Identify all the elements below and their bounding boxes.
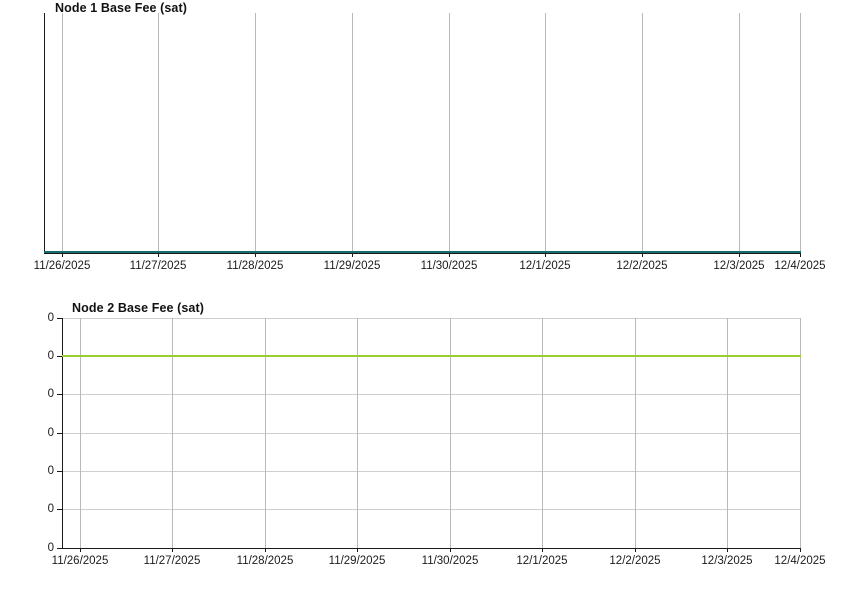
x-tick-label: 11/27/2025 — [143, 555, 201, 567]
x-tick-mark — [80, 548, 81, 552]
gridline-vertical — [635, 318, 636, 548]
chart-panel-node-1: Node 1 Base Fee (sat) — [0, 0, 860, 295]
x-tick-label: 11/26/2025 — [33, 260, 91, 272]
x-tick-mark — [450, 548, 451, 552]
series-line-node-2 — [62, 355, 801, 357]
x-tick-mark — [172, 548, 173, 552]
y-tick-label: 0 — [47, 427, 54, 439]
gridline-vertical — [172, 318, 173, 548]
gridline-vertical — [357, 318, 358, 548]
x-tick-label: 12/4/2025 — [774, 260, 826, 272]
x-tick-mark — [800, 253, 801, 257]
x-tick-mark — [542, 548, 543, 552]
x-tick-label: 11/29/2025 — [328, 555, 386, 567]
x-tick-mark — [800, 548, 801, 552]
chart-panel-node-2: Node 2 Base Fee (sat) — [0, 295, 860, 600]
x-tick-label: 11/28/2025 — [226, 260, 284, 272]
x-tick-label: 11/30/2025 — [421, 555, 479, 567]
x-tick-mark — [62, 253, 63, 257]
y-tick-label: 0 — [47, 388, 54, 400]
y-axis-line — [44, 13, 45, 253]
x-tick-label: 12/2/2025 — [616, 260, 668, 272]
x-tick-mark — [255, 253, 256, 257]
y-axis-line — [62, 318, 63, 548]
gridline-vertical — [62, 13, 63, 253]
y-tick-mark — [57, 394, 62, 395]
x-tick-mark — [449, 253, 450, 257]
y-tick-mark — [57, 356, 62, 357]
gridline-vertical — [450, 318, 451, 548]
plot-area-node-2: 0 0 0 0 0 0 0 11/26/2025 11/27/2025 11/2… — [48, 312, 826, 567]
x-tick-label: 12/4/2025 — [774, 555, 826, 567]
y-tick-label: 0 — [47, 503, 54, 515]
gridline-vertical — [739, 13, 740, 253]
gridline-vertical — [800, 318, 801, 548]
gridline-horizontal — [62, 471, 801, 472]
chart-title-node-1: Node 1 Base Fee (sat) — [55, 1, 188, 15]
gridline-horizontal — [62, 318, 801, 319]
gridline-vertical — [265, 318, 266, 548]
gridline-vertical — [542, 318, 543, 548]
y-tick-mark — [57, 471, 62, 472]
series-line-node-1 — [44, 251, 801, 253]
gridline-horizontal — [62, 509, 801, 510]
gridline-vertical — [80, 318, 81, 548]
gridline-vertical — [158, 13, 159, 253]
gridline-vertical — [727, 318, 728, 548]
gridline-vertical — [545, 13, 546, 253]
y-tick-label: 0 — [47, 312, 54, 324]
y-tick-mark — [57, 509, 62, 510]
x-tick-mark — [739, 253, 740, 257]
gridline-horizontal — [62, 433, 801, 434]
y-tick-label: 0 — [47, 465, 54, 477]
x-tick-label: 12/3/2025 — [713, 260, 765, 272]
gridline-horizontal — [62, 394, 801, 395]
gridline-vertical — [255, 13, 256, 253]
x-tick-label: 12/1/2025 — [516, 555, 568, 567]
y-tick-label: 0 — [47, 350, 54, 362]
gridline-vertical — [352, 13, 353, 253]
chart-title-node-2: Node 2 Base Fee (sat) — [72, 301, 205, 315]
x-tick-mark — [642, 253, 643, 257]
x-axis-line — [62, 548, 801, 549]
y-tick-mark — [57, 433, 62, 434]
y-tick-mark — [57, 548, 62, 549]
x-tick-mark — [357, 548, 358, 552]
y-tick-label: 0 — [47, 542, 54, 554]
x-axis-line — [44, 253, 801, 254]
x-tick-mark — [158, 253, 159, 257]
x-tick-label: 12/2/2025 — [609, 555, 661, 567]
x-tick-mark — [352, 253, 353, 257]
x-tick-label: 11/26/2025 — [51, 555, 109, 567]
x-tick-mark — [545, 253, 546, 257]
x-tick-label: 12/1/2025 — [519, 260, 571, 272]
gridline-vertical — [449, 13, 450, 253]
x-tick-label: 11/28/2025 — [236, 555, 294, 567]
plot-area-node-1: 11/26/2025 11/27/2025 11/28/2025 11/29/2… — [34, 13, 826, 272]
x-tick-mark — [635, 548, 636, 552]
x-tick-label: 11/27/2025 — [129, 260, 187, 272]
x-tick-label: 11/30/2025 — [420, 260, 478, 272]
x-tick-label: 12/3/2025 — [701, 555, 753, 567]
gridline-vertical — [800, 13, 801, 253]
x-tick-label: 11/29/2025 — [323, 260, 381, 272]
y-tick-mark — [57, 318, 62, 319]
gridline-vertical — [642, 13, 643, 253]
x-tick-mark — [265, 548, 266, 552]
x-tick-mark — [727, 548, 728, 552]
